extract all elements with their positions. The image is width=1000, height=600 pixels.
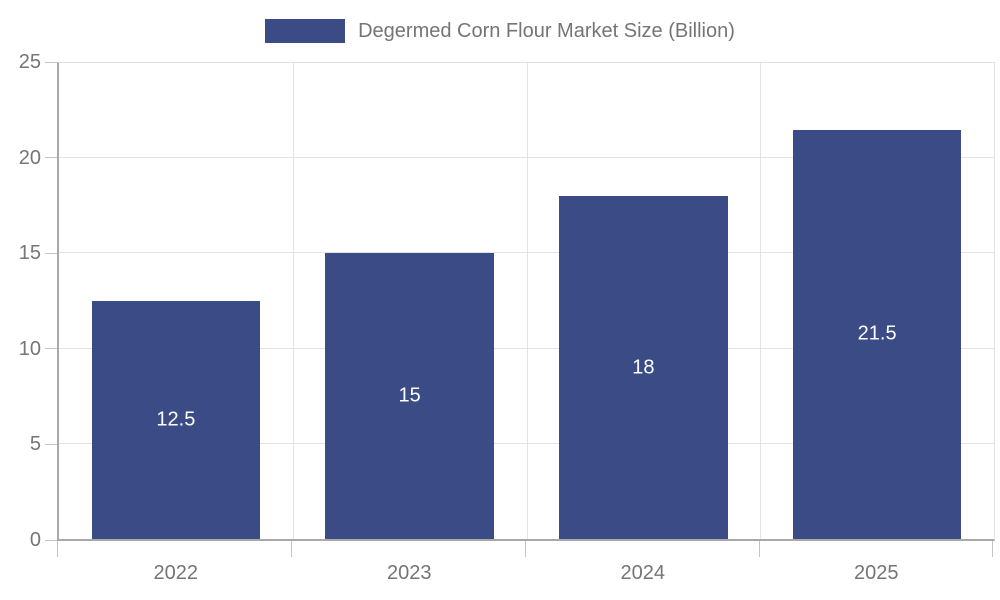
bar[interactable]: 21.5 xyxy=(792,129,962,539)
y-tick-label: 5 xyxy=(29,433,41,456)
x-tick-label: 2025 xyxy=(854,562,899,584)
gridline xyxy=(292,63,294,539)
y-tick: 10 xyxy=(0,339,57,359)
y-tick-mark xyxy=(45,252,57,254)
legend-swatch xyxy=(265,19,346,43)
y-tick-label: 10 xyxy=(18,337,41,360)
x-axis-ticks xyxy=(57,541,993,557)
x-tick-mark xyxy=(525,541,526,557)
bar-slot: 12.5 xyxy=(59,63,293,539)
bar-slot: 15 xyxy=(293,63,527,539)
bar-slot: 21.5 xyxy=(760,63,994,539)
x-tick-label: 2022 xyxy=(153,562,199,584)
y-tick: 15 xyxy=(0,243,57,263)
x-tick-mark xyxy=(57,541,58,557)
bar[interactable]: 12.5 xyxy=(91,301,261,539)
y-tick-label: 20 xyxy=(18,146,41,169)
grid-layer xyxy=(59,63,994,539)
x-tick-label: 2024 xyxy=(620,562,666,584)
y-tick-mark xyxy=(45,443,57,445)
bars-layer: 12.5 15 18 21.5 xyxy=(59,63,994,539)
legend-label: Degermed Corn Flour Market Size (Billion… xyxy=(358,19,735,42)
y-tick: 25 xyxy=(0,52,57,72)
y-axis: 0 5 10 15 20 25 xyxy=(0,52,57,550)
bar[interactable]: 15 xyxy=(325,253,494,539)
y-tick: 5 xyxy=(0,434,57,454)
x-tick-mark xyxy=(759,541,760,557)
y-tick-mark xyxy=(45,539,57,541)
x-tick-mark xyxy=(291,541,292,557)
y-tick-mark xyxy=(45,157,57,159)
x-axis-labels: 2022 2023 2024 2025 xyxy=(59,556,993,590)
bar-slot: 18 xyxy=(527,63,761,539)
bar[interactable]: 18 xyxy=(559,196,728,539)
legend-item[interactable]: Degermed Corn Flour Market Size (Billion… xyxy=(0,11,1000,51)
x-tick-mark xyxy=(992,541,993,557)
bar-value-label: 21.5 xyxy=(857,322,897,345)
x-tick-label: 2023 xyxy=(387,562,432,584)
y-tick-mark xyxy=(45,61,57,63)
y-tick-label: 25 xyxy=(18,51,41,73)
plot-area: 12.5 15 18 21.5 xyxy=(57,62,995,541)
gridline xyxy=(760,63,762,539)
y-tick-label: 0 xyxy=(29,529,41,551)
y-tick: 0 xyxy=(0,530,57,550)
bar-value-label: 12.5 xyxy=(156,408,196,431)
y-tick: 20 xyxy=(0,148,57,168)
bar-value-label: 15 xyxy=(398,384,421,407)
bar-value-label: 18 xyxy=(632,356,655,379)
y-tick-label: 15 xyxy=(18,242,41,265)
gridline xyxy=(526,63,528,539)
y-tick-mark xyxy=(45,348,57,350)
